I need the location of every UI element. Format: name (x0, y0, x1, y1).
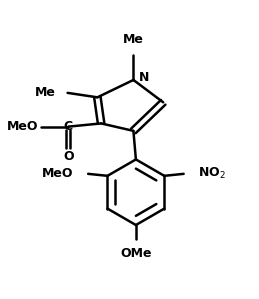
Text: Me: Me (35, 86, 56, 99)
Text: N: N (139, 71, 149, 84)
Text: C: C (64, 120, 73, 133)
Text: OMe: OMe (120, 247, 152, 260)
Text: NO$_2$: NO$_2$ (198, 166, 226, 181)
Text: Me: Me (123, 33, 144, 46)
Text: O: O (63, 150, 74, 163)
Text: MeO: MeO (7, 120, 39, 133)
Text: MeO: MeO (42, 167, 74, 180)
